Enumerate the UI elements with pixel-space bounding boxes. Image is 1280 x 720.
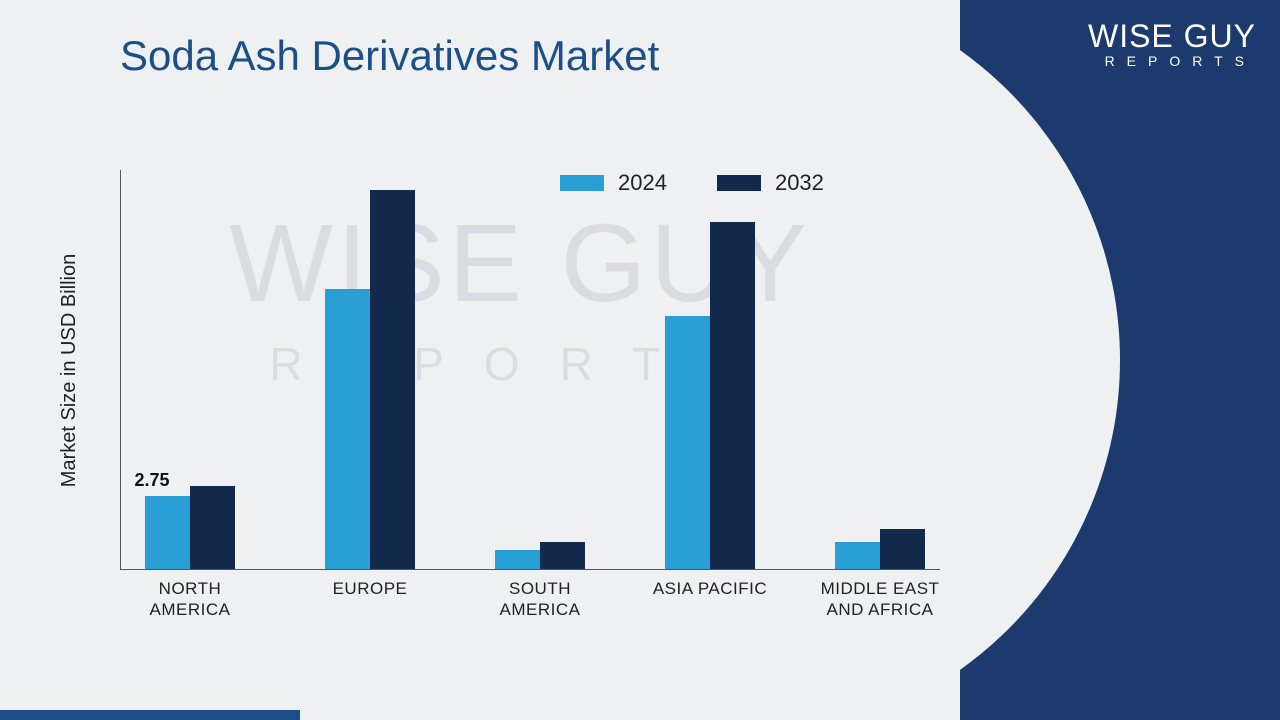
legend-label-2024: 2024 <box>618 170 667 196</box>
category-label: SOUTH AMERICA <box>470 570 610 621</box>
legend-swatch-2024 <box>560 175 604 191</box>
legend-item-2024: 2024 <box>560 170 667 196</box>
legend-swatch-2032 <box>717 175 761 191</box>
category-label: ASIA PACIFIC <box>640 570 780 599</box>
bar <box>370 190 415 569</box>
legend-item-2032: 2032 <box>717 170 824 196</box>
bar <box>665 316 710 569</box>
brand-line1: WISE GUY <box>1088 18 1256 55</box>
chart-title: Soda Ash Derivatives Market <box>120 32 659 80</box>
bar <box>190 486 235 569</box>
stage: WISE GUY REPORTS WISE GUY REPORTS Soda A… <box>0 0 1280 720</box>
brand-logo: WISE GUY REPORTS <box>1088 18 1256 69</box>
bar <box>540 542 585 569</box>
bar <box>495 550 540 569</box>
decorative-circle <box>960 0 1120 720</box>
bar-chart: 2.75NORTH AMERICAEUROPESOUTH AMERICAASIA… <box>120 170 940 570</box>
bottom-accent-bar <box>0 710 300 720</box>
bar <box>880 529 925 569</box>
y-axis-label-text: Market Size in USD Billion <box>59 253 82 486</box>
legend-label-2032: 2032 <box>775 170 824 196</box>
y-axis-label: Market Size in USD Billion <box>55 170 85 570</box>
category-label: MIDDLE EAST AND AFRICA <box>810 570 950 621</box>
category-label: EUROPE <box>300 570 440 599</box>
brand-line2: REPORTS <box>1088 53 1256 69</box>
y-axis-line <box>120 170 121 570</box>
bar <box>325 289 370 569</box>
bar <box>835 542 880 569</box>
bar <box>710 222 755 569</box>
bar <box>145 496 190 569</box>
category-label: NORTH AMERICA <box>120 570 260 621</box>
legend: 2024 2032 <box>560 170 824 196</box>
value-label: 2.75 <box>122 470 182 491</box>
right-color-band <box>960 0 1280 720</box>
